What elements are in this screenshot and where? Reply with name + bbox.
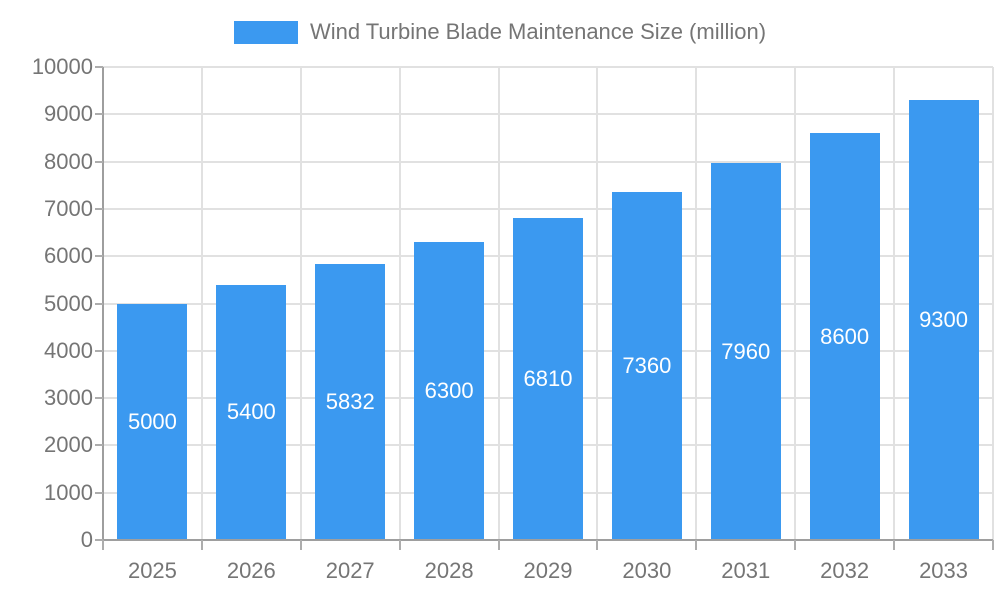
v-gridline <box>794 67 797 540</box>
bar-value-label: 5000 <box>127 408 177 434</box>
v-gridline <box>695 67 698 540</box>
y-tick-label: 2000 <box>44 432 93 458</box>
legend: Wind Turbine Blade Maintenance Size (mil… <box>0 12 1000 52</box>
x-tick-label: 2032 <box>820 558 870 583</box>
h-gridline <box>103 66 993 68</box>
x-tick <box>992 540 994 550</box>
x-tick-label: 2027 <box>325 558 375 583</box>
y-tick <box>95 539 103 541</box>
x-tick <box>695 540 698 550</box>
y-tick-label: 4000 <box>44 337 93 363</box>
bar-value-label: 5832 <box>325 389 375 415</box>
bar: 6810 <box>513 217 583 540</box>
x-tick-label: 2025 <box>127 558 177 583</box>
bar: 7360 <box>611 191 682 540</box>
y-tick <box>95 349 103 352</box>
x-tick <box>398 540 401 550</box>
y-tick-label: 10000 <box>31 54 93 79</box>
x-tick-label: 2031 <box>721 558 771 583</box>
y-tick <box>95 160 103 163</box>
y-tick <box>95 207 103 210</box>
legend-swatch <box>233 20 298 44</box>
bar-value-label: 6300 <box>424 377 474 403</box>
y-tick <box>95 397 103 400</box>
x-tick <box>102 540 104 550</box>
bar: 9300 <box>908 100 979 540</box>
y-tick <box>95 444 103 447</box>
bar-value-label: 7960 <box>721 338 771 364</box>
h-gridline <box>103 207 993 210</box>
v-gridline <box>893 67 896 540</box>
y-tick-label: 0 <box>80 527 93 552</box>
x-tick <box>497 540 500 550</box>
x-tick-label: 2029 <box>523 558 573 583</box>
y-axis-line <box>102 67 104 540</box>
bar-value-label: 6810 <box>523 365 573 391</box>
x-tick <box>893 540 896 550</box>
legend-label: Wind Turbine Blade Maintenance Size (mil… <box>309 19 767 44</box>
y-tick <box>95 255 103 258</box>
bar-value-label: 9300 <box>919 307 969 333</box>
bar: 6300 <box>414 242 485 540</box>
v-gridline <box>992 67 994 540</box>
y-tick-label: 3000 <box>44 385 93 411</box>
plot-area: 5000 5400 5832 6300 6810 7360 7960 8600 9300 <box>102 66 994 541</box>
y-tick <box>95 66 103 68</box>
bar: 5000 <box>117 303 188 540</box>
bar: 7960 <box>710 163 781 540</box>
v-gridline <box>398 67 401 540</box>
h-gridline <box>103 113 993 116</box>
v-gridline <box>299 67 302 540</box>
y-tick-label: 8000 <box>44 148 93 174</box>
y-tick-label: 1000 <box>44 479 93 505</box>
y-tick-label: 5000 <box>44 290 93 316</box>
bar: 8600 <box>809 133 880 540</box>
v-gridline <box>497 67 500 540</box>
x-tick <box>596 540 599 550</box>
y-tick-label: 6000 <box>44 243 93 269</box>
h-gridline <box>103 160 993 163</box>
v-gridline <box>200 67 203 540</box>
x-axis-line <box>103 539 993 541</box>
y-tick-label: 7000 <box>44 195 93 221</box>
y-tick <box>95 113 103 116</box>
bar: 5832 <box>315 264 386 540</box>
x-tick-label: 2028 <box>424 558 474 583</box>
v-gridline <box>596 67 599 540</box>
x-tick <box>299 540 302 550</box>
x-tick <box>200 540 203 550</box>
y-tick <box>95 491 103 494</box>
x-tick-label: 2030 <box>622 558 672 583</box>
x-tick-label: 2026 <box>226 558 276 583</box>
y-tick <box>95 302 103 305</box>
y-tick-label: 9000 <box>44 101 93 127</box>
x-tick <box>794 540 797 550</box>
bar-value-label: 7360 <box>622 352 672 378</box>
bar: 5400 <box>216 284 287 540</box>
bar-value-label: 8600 <box>820 323 870 349</box>
x-tick-label: 2033 <box>919 558 969 583</box>
bar-value-label: 5400 <box>226 399 276 425</box>
